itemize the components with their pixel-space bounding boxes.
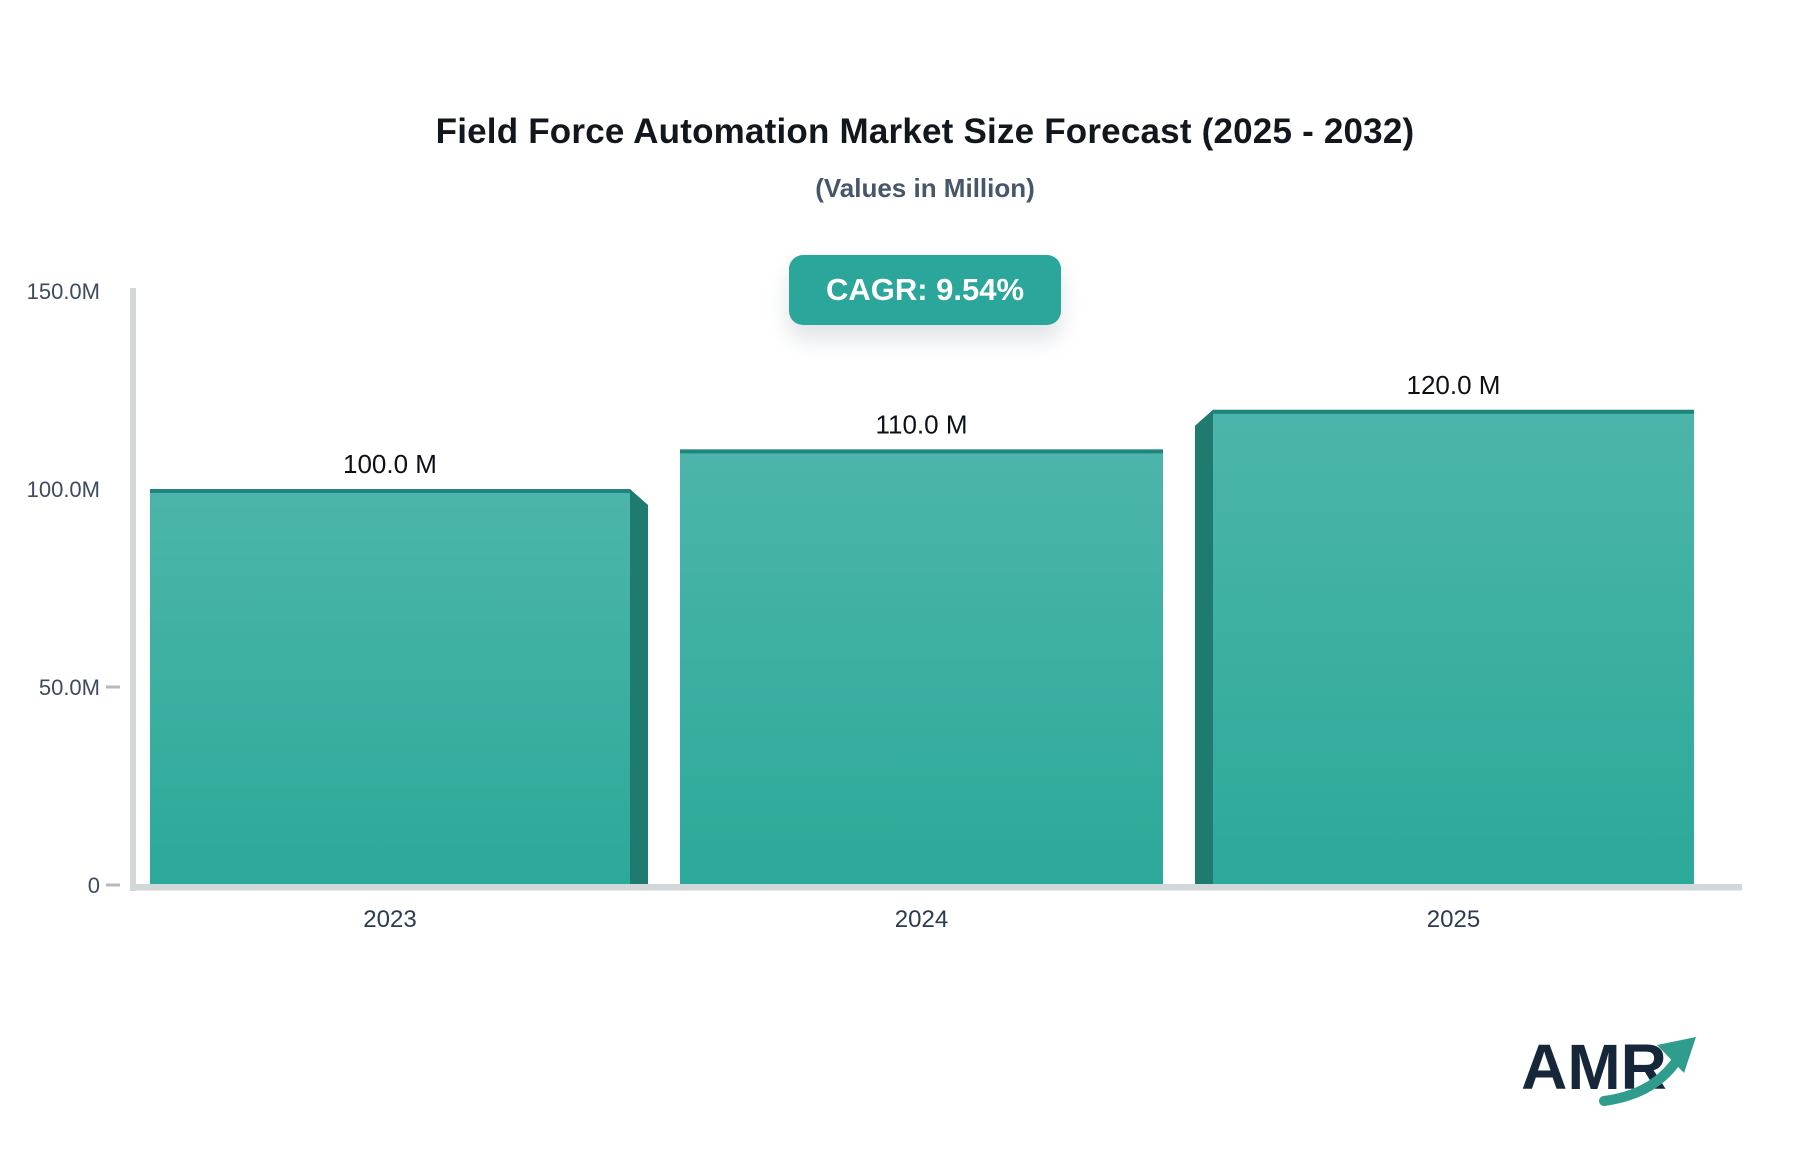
bar-group-2023: 100.0 M 2023 bbox=[150, 449, 648, 933]
x-tick-label-2025: 2025 bbox=[1427, 906, 1480, 933]
y-tick-label-150.0M: 150.0M bbox=[27, 279, 100, 304]
bar-face bbox=[680, 449, 1163, 885]
cagr-badge: CAGR: 9.54% bbox=[789, 255, 1061, 325]
bar-value-label: 120.0 M bbox=[1407, 370, 1501, 400]
logo-arrow-head-icon bbox=[1657, 1037, 1696, 1073]
y-tick-label-0: 0 bbox=[88, 873, 100, 898]
y-tick-label-50.0M: 50.0M bbox=[39, 675, 100, 700]
bar-group-2024: 110.0 M 2024 bbox=[680, 409, 1163, 933]
cagr-badge-label: CAGR: 9.54% bbox=[825, 272, 1025, 307]
bar-value-label: 110.0 M bbox=[875, 409, 967, 439]
y-axis-line bbox=[130, 288, 136, 891]
x-tick-label-2024: 2024 bbox=[895, 906, 948, 933]
chart-subtitle: (Values in Million) bbox=[815, 173, 1035, 203]
x-tick-label-2023: 2023 bbox=[363, 906, 416, 933]
bar-side-face bbox=[1195, 409, 1213, 885]
logo-arrow-swoosh-icon bbox=[1599, 1052, 1684, 1106]
x-axis-line bbox=[130, 884, 1742, 891]
y-tick-dash bbox=[106, 883, 120, 887]
bar-side-face bbox=[630, 489, 648, 885]
y-tick-dash bbox=[106, 685, 120, 689]
bar-top-edge bbox=[150, 489, 630, 493]
bar-top-edge bbox=[680, 449, 1163, 454]
chart-title: Field Force Automation Market Size Forec… bbox=[435, 112, 1415, 151]
bar-group-2025: 120.0 M 2025 bbox=[1195, 370, 1694, 933]
bar-face bbox=[1213, 409, 1694, 885]
y-tick-label-100.0M: 100.0M bbox=[27, 477, 100, 502]
bar-face bbox=[150, 489, 630, 885]
bar-top-edge bbox=[1213, 409, 1694, 414]
bar-value-label: 100.0 M bbox=[343, 449, 437, 479]
